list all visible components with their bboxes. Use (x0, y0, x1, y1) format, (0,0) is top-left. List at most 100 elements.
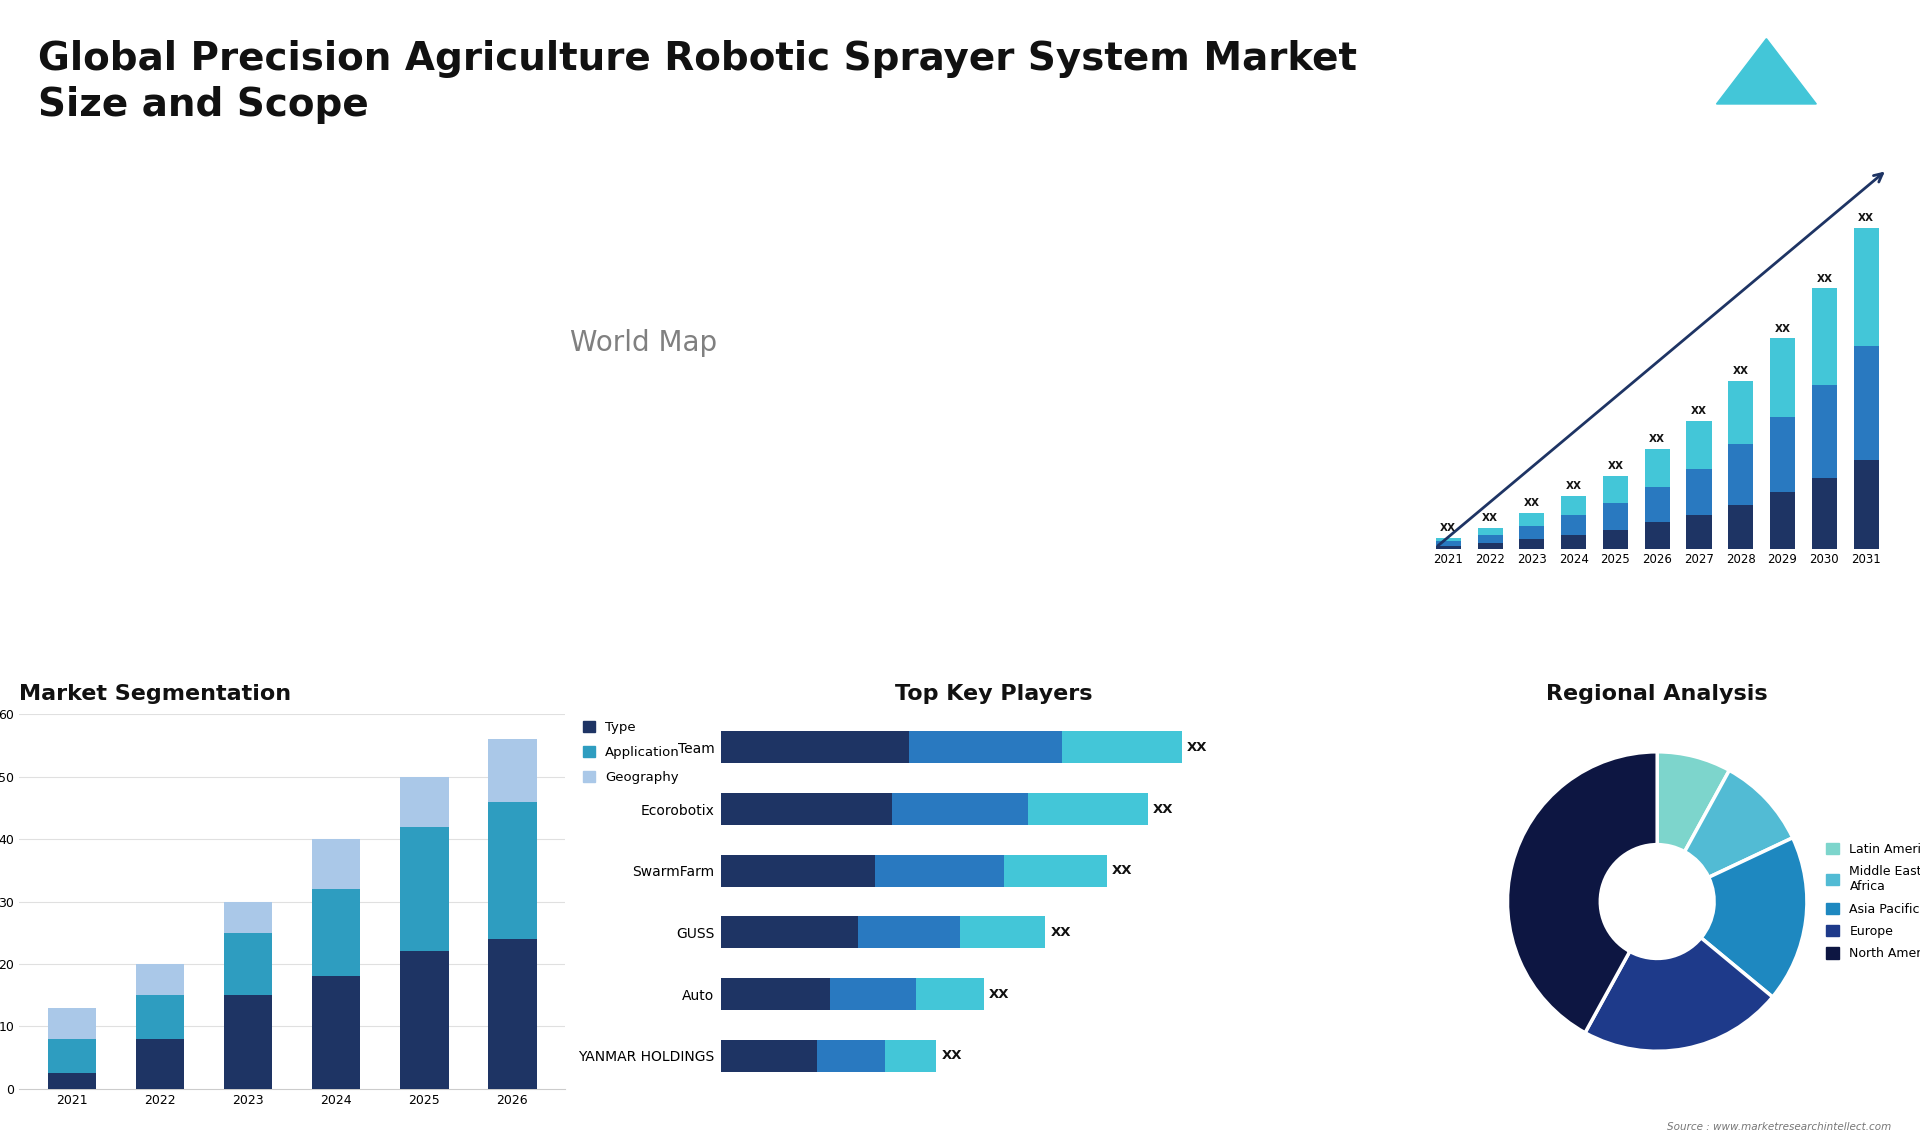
Wedge shape (1701, 838, 1807, 997)
Bar (225, 933, 273, 995)
Text: XX: XX (1112, 864, 1133, 877)
Text: XX: XX (1152, 802, 1173, 816)
Bar (1436, 537, 1461, 541)
Bar (1686, 421, 1711, 469)
Bar (1853, 346, 1878, 460)
Bar (488, 939, 536, 1089)
Bar (722, 855, 876, 887)
Text: XX: XX (1692, 406, 1707, 416)
Bar (1561, 516, 1586, 535)
Bar (1645, 523, 1670, 549)
Bar (1436, 541, 1461, 545)
Bar (313, 889, 361, 976)
Bar (136, 995, 184, 1038)
Bar (1686, 469, 1711, 516)
Bar (1062, 731, 1183, 763)
Text: XX: XX (1524, 499, 1540, 509)
Bar (1561, 535, 1586, 549)
Bar (722, 917, 858, 949)
Text: XX: XX (1649, 434, 1665, 445)
Text: World Map: World Map (570, 329, 716, 358)
Bar (908, 731, 1062, 763)
Wedge shape (1684, 770, 1793, 878)
Bar (1029, 793, 1148, 825)
Text: Source : www.marketresearchintellect.com: Source : www.marketresearchintellect.com (1667, 1122, 1891, 1132)
Bar (48, 1038, 96, 1073)
Wedge shape (1657, 752, 1730, 851)
Bar (722, 978, 829, 1010)
Bar (1812, 289, 1837, 385)
Text: XX: XX (1187, 741, 1208, 754)
Text: XX: XX (1050, 926, 1071, 939)
Text: XX: XX (1565, 481, 1582, 490)
Legend: Latin America, Middle East &
Africa, Asia Pacific, Europe, North America: Latin America, Middle East & Africa, Asi… (1820, 838, 1920, 965)
Bar (1770, 338, 1795, 417)
Bar (722, 793, 891, 825)
Bar (1603, 503, 1628, 529)
Bar (1853, 460, 1878, 549)
Circle shape (1599, 845, 1715, 958)
Polygon shape (1716, 39, 1816, 104)
Text: XX: XX (1774, 323, 1791, 333)
Bar (1478, 535, 1503, 543)
Bar (1812, 385, 1837, 478)
Text: XX: XX (1859, 213, 1874, 222)
Text: XX: XX (1482, 513, 1498, 523)
Bar (891, 793, 1029, 825)
Text: XX: XX (989, 988, 1010, 1000)
Bar (1603, 476, 1628, 503)
Bar (1686, 516, 1711, 549)
Bar (816, 1039, 885, 1072)
Bar (225, 902, 273, 933)
Bar (1728, 504, 1753, 549)
Text: XX: XX (1607, 461, 1624, 471)
Bar (1436, 545, 1461, 549)
Text: MARKET
RESEARCH
INTELLECT: MARKET RESEARCH INTELLECT (1791, 37, 1845, 69)
Text: Global Precision Agriculture Robotic Sprayer System Market
Size and Scope: Global Precision Agriculture Robotic Spr… (38, 40, 1357, 124)
Bar (136, 964, 184, 995)
Bar (136, 1038, 184, 1089)
Bar (313, 839, 361, 889)
Bar (1645, 487, 1670, 523)
Bar (48, 1007, 96, 1038)
Bar (1478, 528, 1503, 535)
Legend: Type, Application, Geography: Type, Application, Geography (582, 721, 680, 784)
Bar (1478, 543, 1503, 549)
Bar (48, 1073, 96, 1089)
Bar (722, 731, 908, 763)
Bar (399, 826, 449, 951)
Bar (829, 978, 916, 1010)
Bar (1519, 526, 1544, 540)
Bar (1519, 540, 1544, 549)
Bar (225, 995, 273, 1089)
Text: XX: XX (1440, 523, 1455, 533)
Wedge shape (1507, 752, 1657, 1033)
Bar (1812, 478, 1837, 549)
Bar (1728, 382, 1753, 444)
Bar (1519, 513, 1544, 526)
Text: XX: XX (1732, 367, 1749, 377)
Bar (399, 951, 449, 1089)
Bar (488, 802, 536, 939)
Bar (488, 739, 536, 802)
Bar (1770, 417, 1795, 492)
Polygon shape (1653, 28, 1755, 104)
Bar (1853, 228, 1878, 346)
Title: Top Key Players: Top Key Players (895, 684, 1092, 705)
Bar (1728, 444, 1753, 504)
Text: Market Segmentation: Market Segmentation (19, 684, 292, 705)
Text: XX: XX (1816, 274, 1832, 283)
Bar (960, 917, 1044, 949)
Bar (885, 1039, 937, 1072)
Bar (876, 855, 1004, 887)
Bar (1561, 496, 1586, 516)
Bar (858, 917, 960, 949)
Text: XX: XX (941, 1049, 962, 1062)
Title: Regional Analysis: Regional Analysis (1546, 684, 1768, 705)
Bar (313, 976, 361, 1089)
Bar (399, 777, 449, 826)
Bar (1645, 449, 1670, 487)
Bar (1603, 529, 1628, 549)
Bar (1770, 492, 1795, 549)
Bar (916, 978, 983, 1010)
